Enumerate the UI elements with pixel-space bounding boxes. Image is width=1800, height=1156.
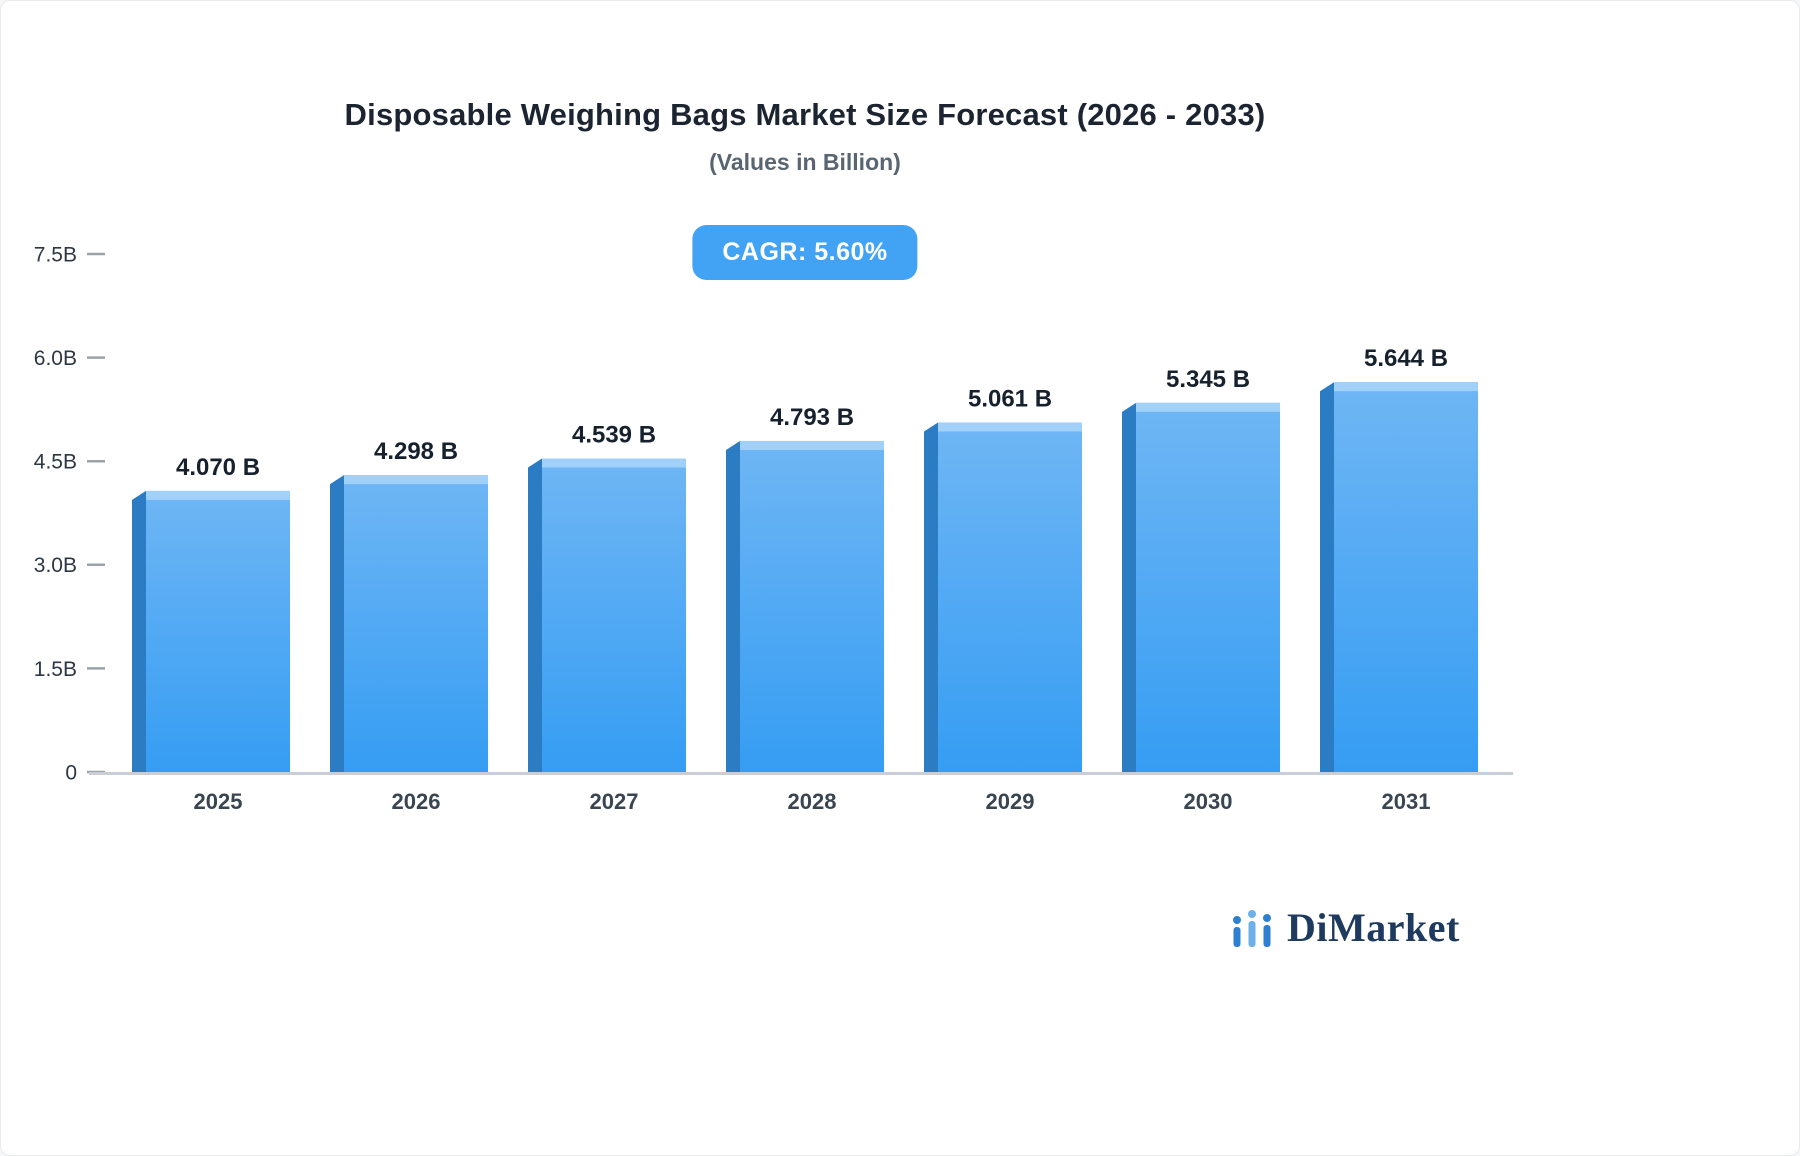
bar-top-face [1334,382,1478,392]
x-axis-label: 2028 [788,789,837,814]
bar-value-label: 5.644 B [1364,345,1448,372]
bar-2026: 4.298 B 2026 [330,438,488,814]
y-axis-label: 3.0B [34,554,77,577]
cagr-badge: CAGR: 5.60% [692,225,918,280]
bar-top-face [542,458,686,468]
bar-front-face [1334,382,1478,772]
bar-2027: 4.539 B 2027 [528,422,686,814]
chart-title: Disposable Weighing Bags Market Size For… [344,97,1266,132]
bar-side-face [924,422,938,772]
bar-chart-icon [1229,905,1275,951]
brand-logo: DiMarket [1229,904,1460,951]
bar-top-face [740,440,884,450]
bar-front-face [1136,402,1280,772]
x-axis-label: 2029 [986,789,1035,814]
y-axis-label: 1.5B [34,658,77,681]
x-axis-label: 2027 [590,789,639,814]
x-axis-label: 2025 [194,789,243,814]
y-axis-label: 4.5B [34,451,77,474]
bar-top-face [1136,402,1280,412]
bar-side-face [132,490,146,772]
bar-top-face [938,422,1082,432]
bar-2031: 5.644 B 2031 [1320,345,1478,814]
bar-2029: 5.061 B 2029 [924,385,1082,814]
y-axis-label: 6.0B [34,347,77,370]
bar-2025: 4.070 B 2025 [132,454,290,814]
bar-front-face [344,475,488,772]
bar-2028: 4.793 B 2028 [726,404,884,814]
x-axis-label: 2031 [1382,789,1431,814]
bar-front-face [146,490,290,772]
bar-value-label: 5.061 B [968,385,1052,412]
bar-front-face [542,458,686,772]
bar-2030: 5.345 B 2030 [1122,366,1280,814]
x-axis-label: 2026 [392,789,441,814]
bar-value-label: 4.539 B [572,422,656,449]
bar-side-face [1122,402,1136,772]
bar-side-face [528,458,542,772]
bar-value-label: 5.345 B [1166,366,1250,393]
bar-value-label: 4.070 B [176,454,260,481]
bar-front-face [740,440,884,772]
bar-value-label: 4.793 B [770,404,854,431]
y-axis-label: 7.5B [34,243,77,266]
bar-value-label: 4.298 B [374,438,458,465]
bar-side-face [726,440,740,772]
bar-top-face [146,490,290,500]
brand-name: DiMarket [1287,905,1460,950]
bar-top-face [344,475,488,485]
bar-side-face [1320,382,1334,772]
chart-subtitle: (Values in Billion) [709,149,901,175]
bar-front-face [938,422,1082,772]
bar-side-face [330,475,344,772]
x-axis-label: 2030 [1184,789,1233,814]
y-axis-label: 0 [65,761,77,784]
